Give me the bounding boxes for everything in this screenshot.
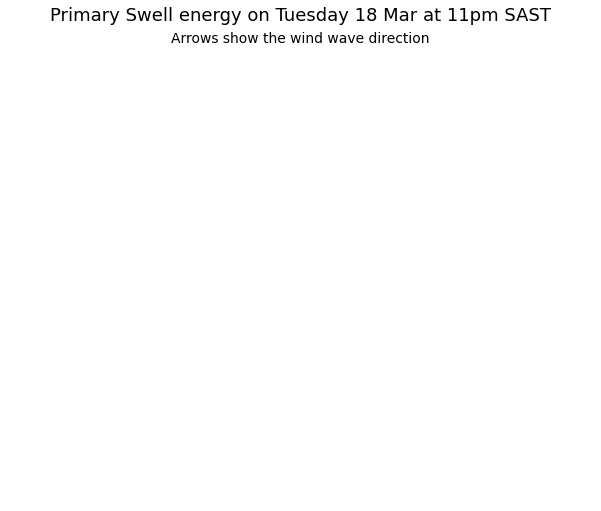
Text: South Africa Map
(cartopy required): South Africa Map (cartopy required) bbox=[212, 258, 389, 299]
Text: Primary Swell energy on Tuesday 18 Mar at 11pm SAST: Primary Swell energy on Tuesday 18 Mar a… bbox=[50, 7, 551, 25]
Text: Arrows show the wind wave direction: Arrows show the wind wave direction bbox=[171, 32, 430, 46]
